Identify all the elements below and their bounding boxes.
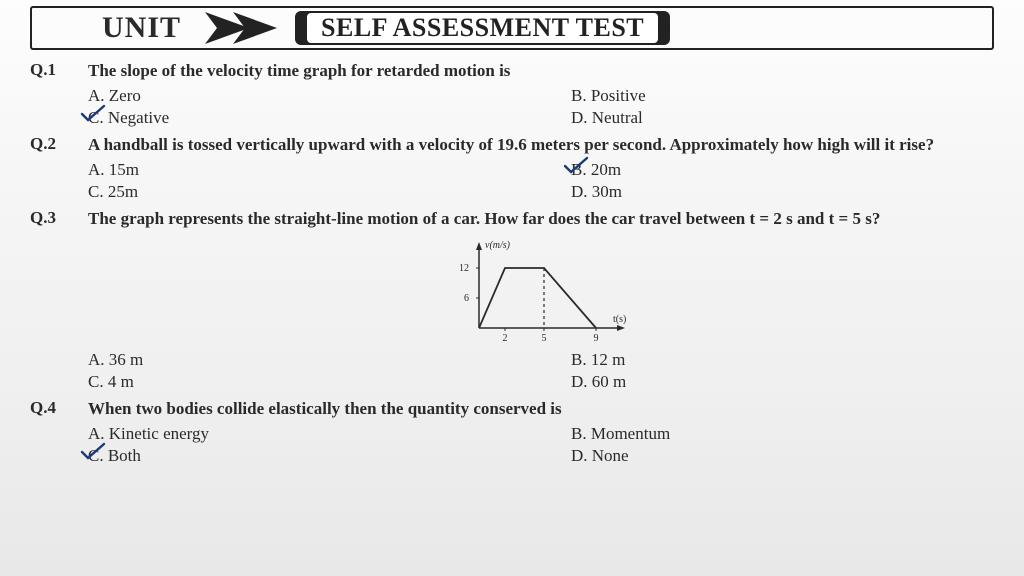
chevron-icon [205,10,295,46]
q4-opt-a: A. Kinetic energy [88,424,511,444]
q4-opt-b: B. Momentum [571,424,994,444]
q1-opt-a: A. Zero [88,86,511,106]
q2-opt-a: A. 15m [88,160,511,180]
svg-text:6: 6 [464,293,469,304]
q1-options: A. Zero B. Positive C. Negative D. Neutr… [88,86,994,128]
q4-num: Q.4 [30,398,70,466]
page-title: SELF ASSESSMENT TEST [307,13,658,43]
question-3: Q.3 The graph represents the straight-li… [30,208,994,392]
q1-opt-d: D. Neutral [571,108,994,128]
question-2: Q.2 A handball is tossed vertically upwa… [30,134,994,202]
q3-opt-a: A. 36 m [88,350,511,370]
q1-prompt: The slope of the velocity time graph for… [88,60,994,82]
q3-opt-d: D. 60 m [571,372,994,392]
q2-opt-c: C. 25m [88,182,511,202]
q4-options: A. Kinetic energy B. Momentum C. Both D.… [88,424,994,466]
q2-opt-d: D. 30m [571,182,994,202]
tick-icon [80,104,106,124]
q3-opt-c: C. 4 m [88,372,511,392]
svg-text:12: 12 [459,263,469,274]
q2-options: A. 15m B. 20m C. 25m D. 30m [88,160,994,202]
q3-graph-container: 6 12 2 5 9 v(m/s) t(s) [88,236,994,346]
q2-prompt: A handball is tossed vertically upward w… [88,134,994,156]
q1-num: Q.1 [30,60,70,128]
q3-prompt: The graph represents the straight-line m… [88,208,994,230]
q2-opt-b: B. 20m [571,160,994,180]
q3-num: Q.3 [30,208,70,392]
q2-num: Q.2 [30,134,70,202]
svg-text:2: 2 [503,333,508,344]
q4-prompt: When two bodies collide elastically then… [88,398,994,420]
q4-opt-d: D. None [571,446,994,466]
tick-icon [563,156,589,176]
unit-label: UNIT [32,11,205,45]
svg-text:v(m/s): v(m/s) [485,240,511,251]
q4-opt-c: C. Both [88,446,511,466]
worksheet-page: UNIT SELF ASSESSMENT TEST Q.1 The slope … [0,0,1024,576]
q1-opt-c: C. Negative [88,108,511,128]
question-1: Q.1 The slope of the velocity time graph… [30,60,994,128]
tick-icon [80,442,106,462]
svg-text:t(s): t(s) [613,314,626,325]
q1-opt-b: B. Positive [571,86,994,106]
svg-text:9: 9 [594,333,599,344]
svg-text:5: 5 [542,333,547,344]
q3-opt-b: B. 12 m [571,350,994,370]
title-badge: SELF ASSESSMENT TEST [295,11,670,45]
question-4: Q.4 When two bodies collide elastically … [30,398,994,466]
header-bar: UNIT SELF ASSESSMENT TEST [30,6,994,50]
q3-options: A. 36 m B. 12 m C. 4 m D. 60 m [88,350,994,392]
velocity-time-graph: 6 12 2 5 9 v(m/s) t(s) [451,236,631,346]
